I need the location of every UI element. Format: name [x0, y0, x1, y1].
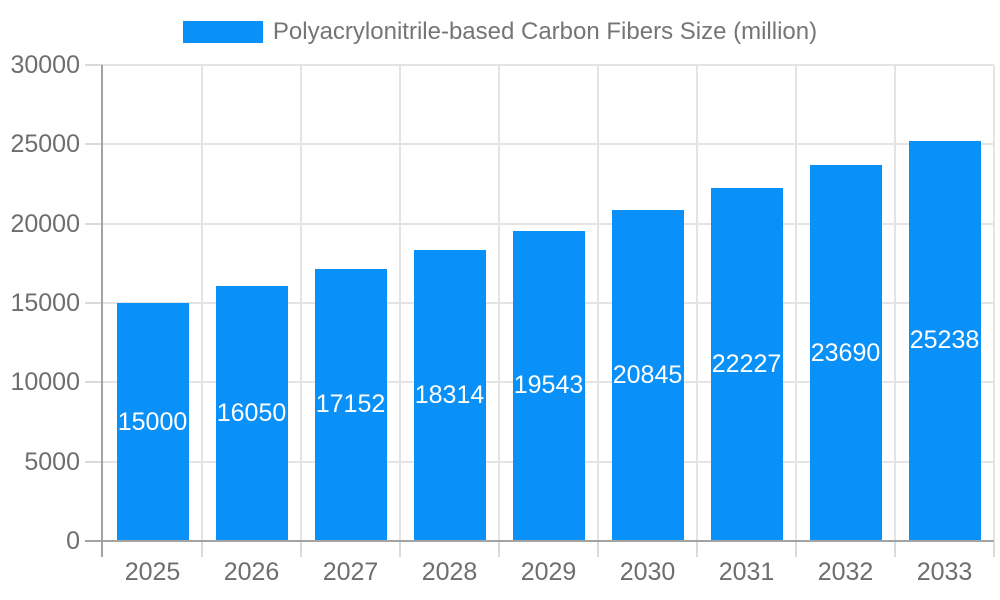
y-axis-tick [85, 143, 103, 146]
y-axis-tick [85, 381, 103, 384]
x-tick-label: 2031 [718, 558, 775, 586]
bar[interactable]: 22227 [710, 188, 783, 541]
gridline-vertical [795, 65, 797, 541]
x-tick-label: 2030 [619, 558, 676, 586]
y-tick-label: 25000 [10, 130, 80, 159]
gridline-vertical [300, 65, 302, 541]
y-axis-tick [85, 302, 103, 304]
gridline-vertical [993, 65, 995, 541]
y-tick-label: 20000 [10, 209, 80, 238]
y-tick-label: 30000 [10, 51, 80, 79]
y-axis-tick [85, 222, 103, 225]
y-tick-label: 5000 [24, 447, 80, 476]
gridline-vertical [597, 65, 599, 541]
x-axis-tick [498, 542, 500, 557]
x-axis-line [85, 540, 994, 542]
bar[interactable]: 25238 [908, 140, 981, 541]
x-tick-label: 2032 [817, 558, 874, 586]
x-tick-label: 2029 [520, 558, 577, 586]
gridline-vertical [498, 65, 500, 541]
x-tick-label: 2026 [223, 558, 280, 586]
x-tick-label: 2025 [124, 558, 181, 586]
legend-label: Polyacrylonitrile-based Carbon Fibers Si… [272, 18, 818, 45]
y-tick-label: 15000 [10, 289, 80, 317]
x-tick-label: 2033 [916, 558, 973, 586]
bar[interactable]: 19543 [512, 230, 585, 541]
x-axis-tick [696, 542, 698, 557]
bar[interactable]: 18314 [413, 250, 486, 541]
bar-value-label: 16050 [216, 399, 287, 428]
bar-value-label: 22227 [711, 350, 782, 379]
gridline-vertical [201, 65, 203, 541]
x-axis-tick [795, 542, 797, 557]
bar-value-label: 25238 [909, 326, 980, 355]
bar[interactable]: 17152 [314, 268, 387, 541]
gridline-vertical [696, 65, 698, 541]
x-tick-label: 2028 [421, 558, 478, 586]
y-axis-line [101, 65, 103, 557]
y-tick-label: 10000 [10, 368, 80, 397]
gridline-vertical [894, 65, 896, 541]
bar[interactable]: 20845 [611, 210, 684, 541]
bar-value-label: 18314 [414, 381, 485, 410]
y-axis-tick [85, 64, 103, 66]
legend-item[interactable]: Polyacrylonitrile-based Carbon Fibers Si… [0, 17, 1000, 47]
x-axis-tick [894, 542, 896, 557]
x-axis-tick [399, 542, 401, 557]
bar-value-label: 17152 [315, 390, 386, 419]
x-axis-tick [597, 542, 599, 557]
bar-value-label: 20845 [612, 361, 683, 390]
bar[interactable]: 23690 [809, 165, 882, 541]
gridline-horizontal [103, 222, 994, 225]
bar-value-label: 23690 [810, 338, 881, 367]
x-tick-label: 2027 [322, 558, 379, 586]
gridline-horizontal [103, 143, 994, 146]
y-tick-label: 0 [66, 527, 80, 555]
bar-value-label: 15000 [117, 407, 188, 436]
bar-value-label: 19543 [513, 371, 584, 400]
x-axis-tick [201, 542, 203, 557]
bar[interactable]: 15000 [116, 303, 189, 541]
gridline-horizontal [103, 64, 994, 66]
x-axis-tick [993, 542, 995, 557]
legend-swatch-icon [182, 21, 263, 43]
bar[interactable]: 16050 [215, 286, 288, 541]
x-axis-tick [300, 542, 302, 557]
y-axis-tick [85, 460, 103, 463]
gridline-vertical [399, 65, 401, 541]
